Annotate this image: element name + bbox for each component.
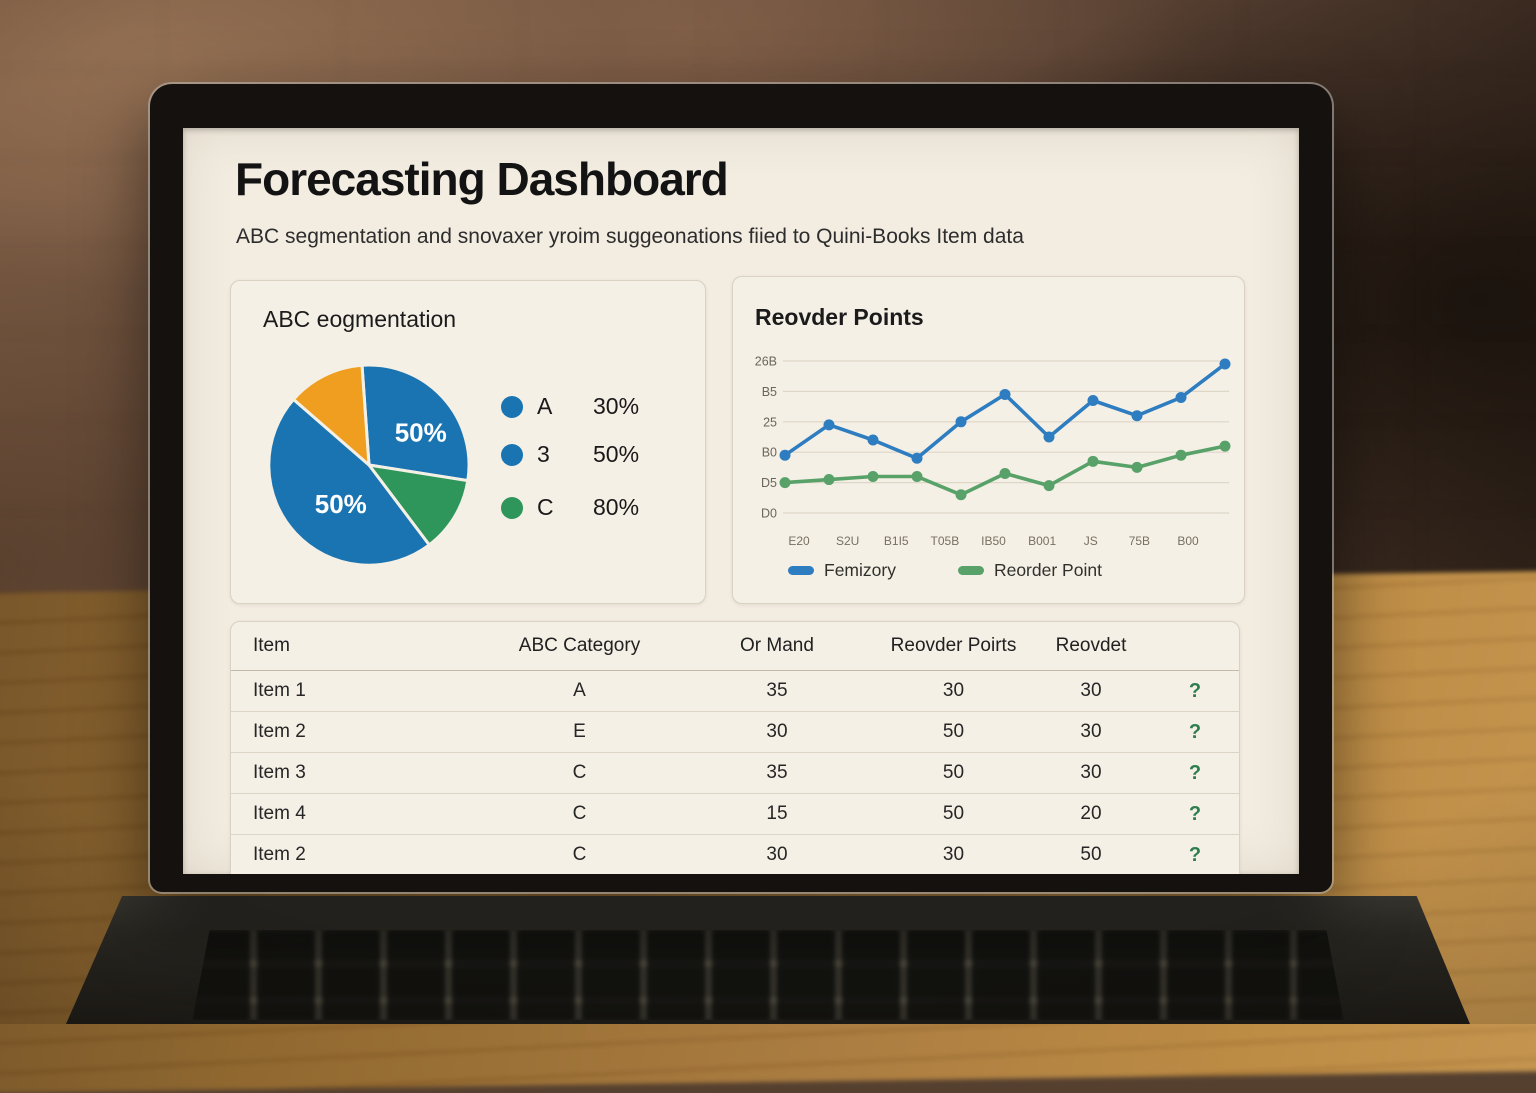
svg-text:26B: 26B bbox=[755, 355, 777, 369]
cell-reovdet: 30 bbox=[1080, 762, 1102, 783]
svg-text:T05B: T05B bbox=[931, 534, 960, 548]
help-question-icon[interactable]: ? bbox=[1188, 720, 1202, 743]
abc-segmentation-card: ABC eogmentation 50% 50% A 30% 3 50% C 80… bbox=[230, 280, 706, 604]
cell-item: Item 4 bbox=[253, 803, 306, 824]
help-question-icon[interactable]: ? bbox=[1188, 802, 1202, 825]
table-row: Item 2 C 30 30 50 ? bbox=[231, 835, 1239, 874]
abc-segmentation-pie-chart: 50% 50% bbox=[267, 363, 471, 567]
page-subtitle: ABC segmentation and snovaxer yroim sugg… bbox=[236, 225, 1024, 248]
table-row: Item 3 C 35 50 30 ? bbox=[231, 753, 1239, 794]
cell-reovdet: 20 bbox=[1080, 803, 1102, 824]
legend-label: Reorder Point bbox=[993, 560, 1102, 580]
svg-text:JS: JS bbox=[1084, 534, 1098, 548]
svg-text:75B: 75B bbox=[1129, 534, 1150, 548]
pie-legend-item: C 80% bbox=[501, 494, 639, 521]
svg-text:B1I5: B1I5 bbox=[884, 534, 909, 548]
cell-item: Item 1 bbox=[253, 680, 306, 701]
cell-reovdet: 30 bbox=[1080, 680, 1102, 701]
line-chart-legend: Femizory Reorder Point bbox=[788, 560, 1102, 581]
legend-dot-b bbox=[501, 443, 523, 466]
page-title: Forecasting Dashboard bbox=[235, 153, 729, 205]
svg-text:B001: B001 bbox=[1028, 534, 1056, 548]
svg-text:25: 25 bbox=[763, 415, 777, 429]
col-header-abc-category: ABC Category bbox=[518, 635, 641, 656]
legend-label: C bbox=[537, 494, 554, 520]
cell-reovdet: 30 bbox=[1080, 721, 1102, 742]
cell-demand: 35 bbox=[766, 680, 788, 701]
legend-label: 3 bbox=[537, 441, 550, 467]
col-header-item: Item bbox=[253, 635, 290, 656]
cell-reorder: 30 bbox=[942, 680, 965, 701]
col-header-or-mand: Or Mand bbox=[740, 635, 814, 656]
svg-text:50%: 50% bbox=[315, 489, 367, 519]
legend-value: 30% bbox=[593, 393, 640, 419]
pie-legend-item: A 30% bbox=[501, 393, 639, 420]
cell-item: Item 3 bbox=[253, 762, 306, 783]
cell-demand: 30 bbox=[766, 721, 788, 742]
help-question-icon[interactable]: ? bbox=[1188, 679, 1202, 702]
cell-reorder: 50 bbox=[942, 721, 965, 742]
keyboard-keys bbox=[192, 930, 1344, 1020]
cell-abc: A bbox=[573, 680, 586, 701]
svg-text:B5: B5 bbox=[762, 385, 777, 399]
svg-text:B00: B00 bbox=[1177, 534, 1199, 548]
green-series-marker-icon bbox=[957, 566, 984, 575]
legend-entry-reorder-point: Reorder Point bbox=[957, 560, 1102, 581]
cell-demand: 30 bbox=[766, 844, 788, 865]
legend-value: 50% bbox=[593, 441, 640, 467]
laptop-bezel: Forecasting Dashboard ABC segmentation a… bbox=[150, 84, 1332, 892]
cell-abc: E bbox=[573, 721, 586, 742]
legend-label: A bbox=[537, 393, 553, 419]
table-row: Item 4 C 15 50 20 ? bbox=[231, 794, 1239, 835]
help-question-icon[interactable]: ? bbox=[1188, 843, 1202, 866]
items-table: Item ABC Category Or Mand Reovder Poirts… bbox=[230, 621, 1240, 874]
pie-card-title: ABC eogmentation bbox=[263, 306, 457, 332]
legend-dot-a bbox=[501, 395, 523, 418]
cell-item: Item 2 bbox=[253, 844, 306, 865]
svg-text:50%: 50% bbox=[395, 418, 447, 448]
svg-text:D5: D5 bbox=[761, 476, 777, 490]
cell-item: Item 2 bbox=[253, 721, 306, 742]
svg-text:B0: B0 bbox=[762, 446, 777, 460]
svg-text:D0: D0 bbox=[761, 507, 777, 521]
legend-dot-c bbox=[501, 496, 523, 519]
blue-series-marker-icon bbox=[788, 566, 814, 575]
cell-abc: C bbox=[572, 803, 587, 824]
legend-label: Femizory bbox=[824, 560, 896, 580]
cell-demand: 15 bbox=[766, 803, 788, 824]
cell-reorder: 50 bbox=[942, 762, 965, 783]
legend-entry-femizory: Femizory bbox=[788, 560, 896, 581]
cell-demand: 35 bbox=[766, 762, 788, 783]
svg-text:E20: E20 bbox=[788, 534, 810, 548]
pie-legend-item: 3 50% bbox=[501, 441, 639, 468]
col-header-reovdet: Reovdet bbox=[1055, 635, 1127, 656]
cell-reorder: 50 bbox=[942, 803, 965, 824]
table-row: Item 1 A 35 30 30 ? bbox=[231, 671, 1239, 712]
table-row: Item 2 E 30 50 30 ? bbox=[231, 712, 1239, 753]
table-header-row: Item ABC Category Or Mand Reovder Poirts… bbox=[231, 622, 1239, 671]
reorder-points-line-chart: 26B B5 25 B0 D5 D0 E20 S2U B1I5 T05B IB50 B001 JS 75B… bbox=[755, 355, 1231, 548]
legend-value: 80% bbox=[593, 494, 640, 520]
laptop-keyboard-deck bbox=[66, 896, 1470, 1024]
cell-reovdet: 50 bbox=[1080, 844, 1102, 865]
cell-abc: C bbox=[572, 762, 587, 783]
col-header-reovder-poirts: Reovder Poirts bbox=[890, 635, 1017, 656]
svg-text:IB50: IB50 bbox=[981, 534, 1006, 548]
reorder-points-card: Reovder Points 26B B5 25 B0 D5 D0 E20 S2U B1I5 T0… bbox=[732, 276, 1245, 604]
cell-abc: C bbox=[572, 844, 587, 865]
laptop-screen: Forecasting Dashboard ABC segmentation a… bbox=[183, 128, 1299, 874]
line-card-title: Reovder Points bbox=[755, 304, 924, 330]
cell-reorder: 30 bbox=[942, 844, 965, 865]
help-question-icon[interactable]: ? bbox=[1188, 761, 1202, 784]
svg-text:S2U: S2U bbox=[836, 534, 859, 548]
